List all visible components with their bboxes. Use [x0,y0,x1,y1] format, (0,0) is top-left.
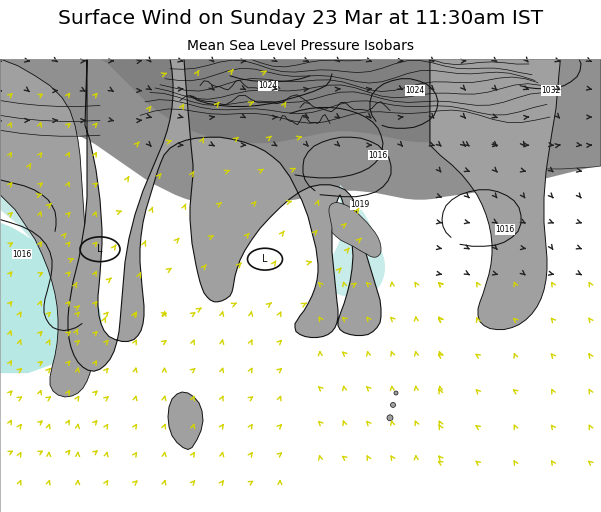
Circle shape [391,402,395,408]
Text: 1019: 1019 [350,200,370,209]
Text: 1024: 1024 [406,86,425,95]
Polygon shape [0,59,74,359]
Polygon shape [0,223,102,373]
Polygon shape [0,59,92,397]
Text: 1016: 1016 [368,151,388,160]
Text: 1032: 1032 [542,86,561,95]
Text: 1016: 1016 [13,250,32,259]
Text: 1024: 1024 [258,81,278,90]
Polygon shape [430,59,601,169]
Text: L: L [262,254,268,264]
Circle shape [394,391,398,395]
Circle shape [387,415,393,421]
Polygon shape [430,59,560,330]
Polygon shape [100,59,601,143]
Text: Surface Wind on Sunday 23 Mar at 11:30am IST: Surface Wind on Sunday 23 Mar at 11:30am… [58,9,543,28]
Polygon shape [0,59,601,206]
Text: 1016: 1016 [495,225,514,234]
Polygon shape [168,392,203,450]
Text: L: L [97,244,103,254]
Polygon shape [68,59,381,371]
Polygon shape [329,203,381,257]
Text: Mean Sea Level Pressure Isobars: Mean Sea Level Pressure Isobars [187,39,414,53]
Polygon shape [326,185,385,297]
